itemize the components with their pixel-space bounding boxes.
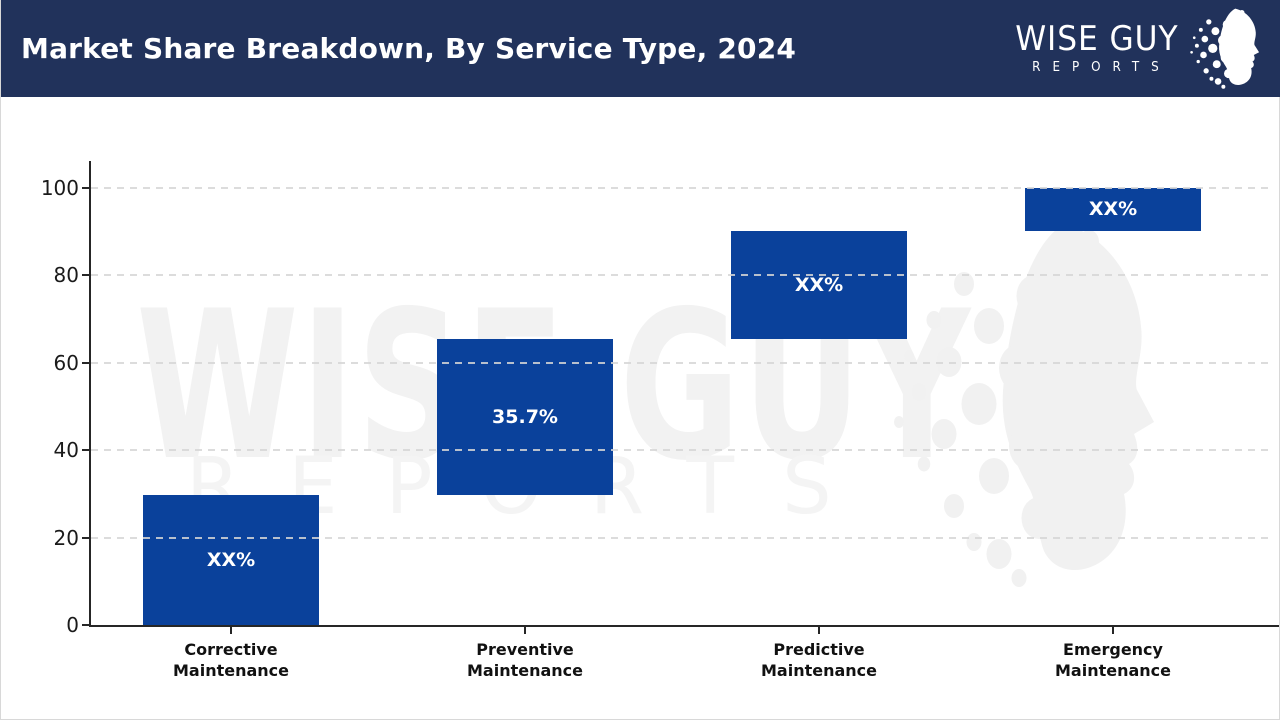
gridline	[91, 536, 1271, 539]
category-label: Preventive Maintenance	[466, 640, 583, 680]
y-tick-mark	[82, 536, 89, 539]
bar-segment	[437, 338, 613, 496]
brand-wordmark: WISE GUY REPORTS	[1016, 22, 1179, 75]
x-tick-mark	[1112, 627, 1114, 634]
chart-title: Market Share Breakdown, By Service Type,…	[21, 32, 797, 65]
y-tick-mark	[82, 186, 89, 189]
category-label: Emergency Maintenance	[1054, 640, 1171, 680]
x-tick-mark	[818, 627, 820, 634]
category-label: Predictive Maintenance	[760, 640, 877, 680]
y-tick-label: 0	[66, 613, 79, 637]
bar-value-label: XX%	[794, 274, 844, 297]
brand-name: WISE GUY	[1015, 19, 1179, 59]
brand-head-icon	[1190, 8, 1260, 89]
y-axis-line	[89, 161, 91, 627]
bar-segment	[731, 231, 907, 339]
y-tick-label: 80	[53, 263, 79, 287]
gridline	[91, 274, 1271, 276]
y-tick-label: 60	[53, 350, 79, 375]
y-tick-mark	[82, 274, 89, 276]
brand-logo: WISE GUY REPORTS	[1001, 0, 1267, 97]
y-tick-mark	[82, 361, 89, 364]
x-axis-line	[89, 625, 1279, 627]
y-tick-label: 20	[53, 525, 79, 550]
bar-value-label: 35.7%	[492, 405, 558, 428]
gridline	[91, 186, 1271, 189]
y-tick-mark	[82, 449, 89, 451]
category-label: Corrective Maintenance	[172, 640, 289, 680]
header-bar: Market Share Breakdown, By Service Type,…	[1, 0, 1280, 97]
bar-segment	[1025, 187, 1201, 232]
x-tick-mark	[230, 627, 232, 634]
y-tick-mark	[82, 624, 89, 626]
x-tick-mark	[524, 627, 526, 634]
bar-value-label: XX%	[1088, 198, 1138, 221]
y-tick-label: 100	[40, 175, 79, 200]
brand-subtitle: REPORTS	[1032, 60, 1172, 75]
gridline	[91, 361, 1271, 364]
bar-value-label: XX%	[206, 549, 256, 572]
y-tick-label: 40	[53, 438, 79, 462]
gridline	[91, 449, 1271, 451]
bar-segment	[143, 495, 319, 625]
